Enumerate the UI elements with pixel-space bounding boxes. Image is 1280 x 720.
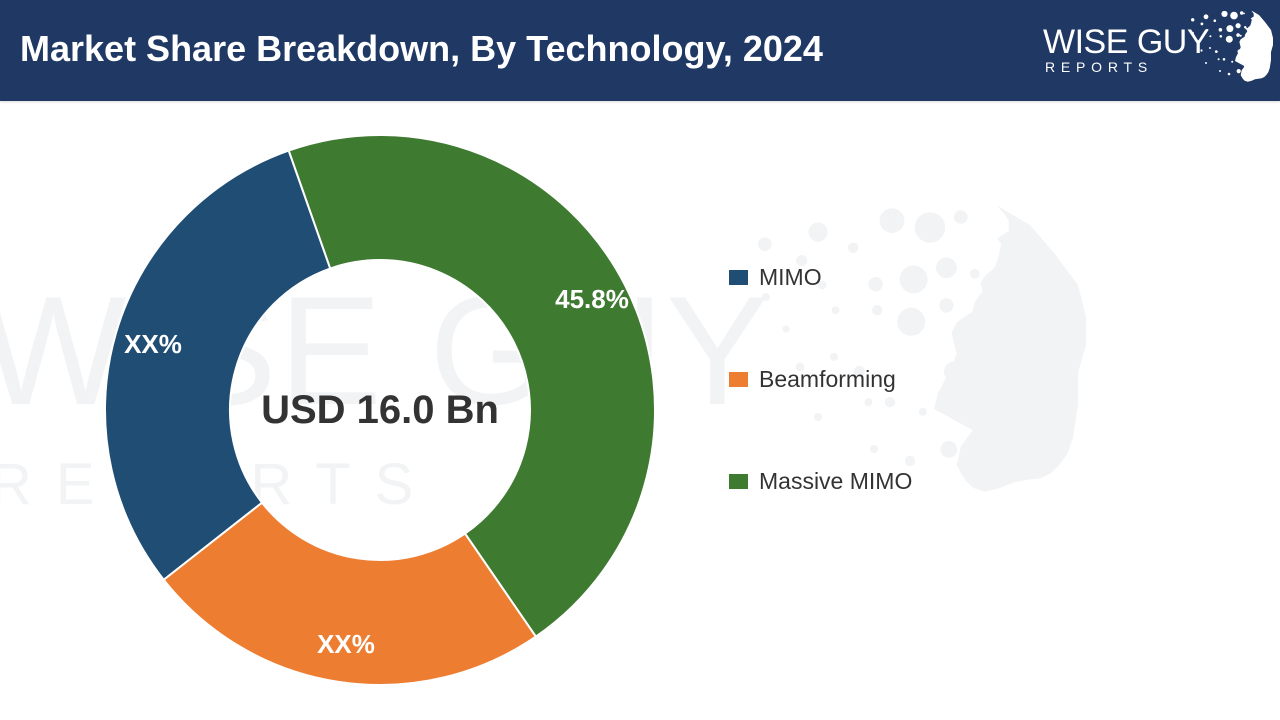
svg-text:45.8%: 45.8% [555, 284, 629, 314]
svg-text:WISE GUY: WISE GUY [1043, 23, 1209, 61]
svg-text:XX%: XX% [124, 329, 182, 359]
svg-text:XX%: XX% [317, 629, 375, 659]
svg-text:REPORTS: REPORTS [1045, 59, 1153, 75]
